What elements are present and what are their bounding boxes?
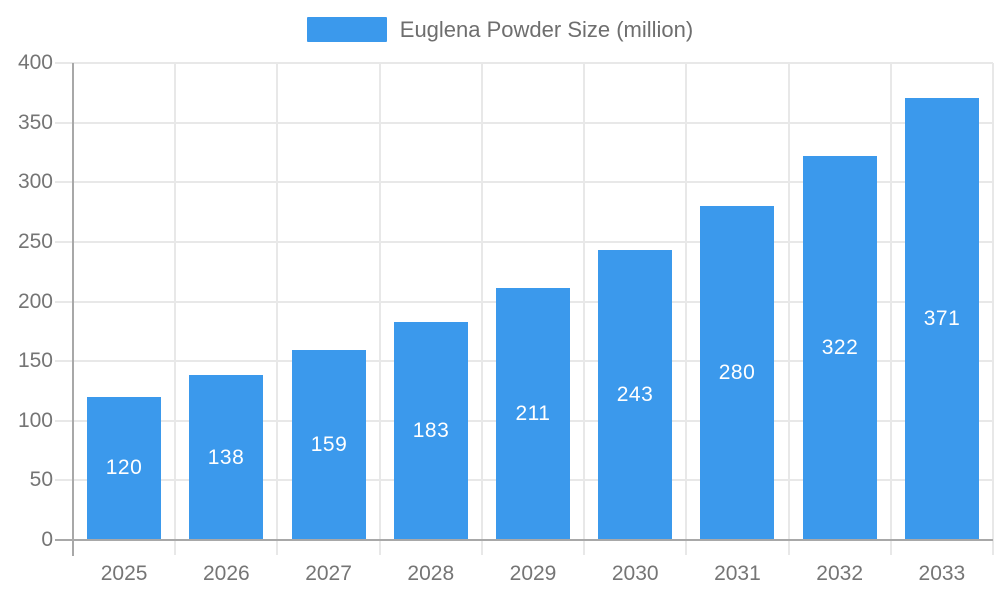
h-gridline xyxy=(73,122,993,124)
v-gridline xyxy=(788,63,790,540)
y-tick-label: 300 xyxy=(17,170,53,193)
v-gridline xyxy=(379,63,381,540)
y-tick-label: 0 xyxy=(41,528,53,551)
bar-value-label: 138 xyxy=(207,445,245,469)
x-tick-label-2030: 2030 xyxy=(611,562,659,585)
x-axis-tick xyxy=(788,540,790,555)
bar-2028[interactable]: 183 xyxy=(394,321,468,540)
bar-value-label: 211 xyxy=(515,402,551,426)
y-axis-tick xyxy=(55,181,73,183)
bar-2030[interactable]: 243 xyxy=(598,250,672,540)
h-gridline xyxy=(73,241,993,243)
bar-value-label: 280 xyxy=(718,361,756,385)
v-gridline xyxy=(992,63,994,540)
x-tick-label-2027: 2027 xyxy=(305,562,352,585)
x-axis-tick xyxy=(174,540,176,555)
y-tick-label: 200 xyxy=(17,290,53,313)
y-tick-label: 350 xyxy=(17,111,53,134)
y-axis-tick xyxy=(55,122,73,124)
y-tick-label: 400 xyxy=(17,51,53,74)
v-gridline xyxy=(174,63,176,540)
bar-value-label: 183 xyxy=(412,418,450,442)
x-axis-tick xyxy=(481,540,483,555)
h-gridline xyxy=(73,62,993,64)
bar-2027[interactable]: 159 xyxy=(292,350,366,540)
y-axis-tick xyxy=(55,479,73,481)
v-gridline xyxy=(276,63,278,540)
x-tick-label-2033: 2033 xyxy=(918,562,966,585)
y-tick-label: 50 xyxy=(29,468,53,491)
x-axis-tick xyxy=(583,540,585,555)
bar-2032[interactable]: 322 xyxy=(803,156,877,540)
bar-value-label: 243 xyxy=(616,383,654,407)
y-tick-label: 100 xyxy=(17,409,53,432)
x-tick-label-2031: 2031 xyxy=(714,562,761,585)
x-axis-line xyxy=(55,539,993,541)
y-axis-tick xyxy=(55,420,73,422)
x-axis-tick xyxy=(276,540,278,555)
bar-2029[interactable]: 211 xyxy=(496,288,570,540)
x-tick-label-2025: 2025 xyxy=(100,562,148,585)
v-gridline xyxy=(481,63,483,540)
x-axis-tick xyxy=(379,540,381,555)
bar-2031[interactable]: 280 xyxy=(700,206,774,540)
legend-item[interactable]: Euglena Powder Size (million) xyxy=(0,17,1000,42)
y-axis-tick xyxy=(55,301,73,303)
v-gridline xyxy=(685,63,687,540)
legend-label: Euglena Powder Size (million) xyxy=(399,17,694,42)
v-gridline xyxy=(583,63,585,540)
y-tick-label: 250 xyxy=(17,230,53,253)
bar-value-label: 322 xyxy=(821,335,859,359)
bar-value-label: 159 xyxy=(310,433,348,457)
bar-2026[interactable]: 138 xyxy=(189,375,263,540)
x-tick-label-2026: 2026 xyxy=(202,562,250,585)
x-axis-tick xyxy=(992,540,994,555)
x-axis-tick xyxy=(890,540,892,555)
x-tick-label-2032: 2032 xyxy=(816,562,864,585)
y-axis-tick xyxy=(55,241,73,243)
x-tick-label-2029: 2029 xyxy=(509,562,557,585)
x-tick-label-2028: 2028 xyxy=(407,562,455,585)
y-axis-tick xyxy=(55,62,73,64)
bar-2033[interactable]: 371 xyxy=(905,97,979,540)
h-gridline xyxy=(73,181,993,183)
legend-swatch xyxy=(306,17,387,42)
v-gridline xyxy=(890,63,892,540)
y-tick-label: 150 xyxy=(17,349,53,372)
bar-value-label: 120 xyxy=(105,456,143,480)
bar-value-label: 371 xyxy=(923,306,961,330)
y-axis-tick xyxy=(55,360,73,362)
bar-2025[interactable]: 120 xyxy=(87,396,161,540)
y-axis-line xyxy=(72,63,74,556)
x-axis-tick xyxy=(685,540,687,555)
